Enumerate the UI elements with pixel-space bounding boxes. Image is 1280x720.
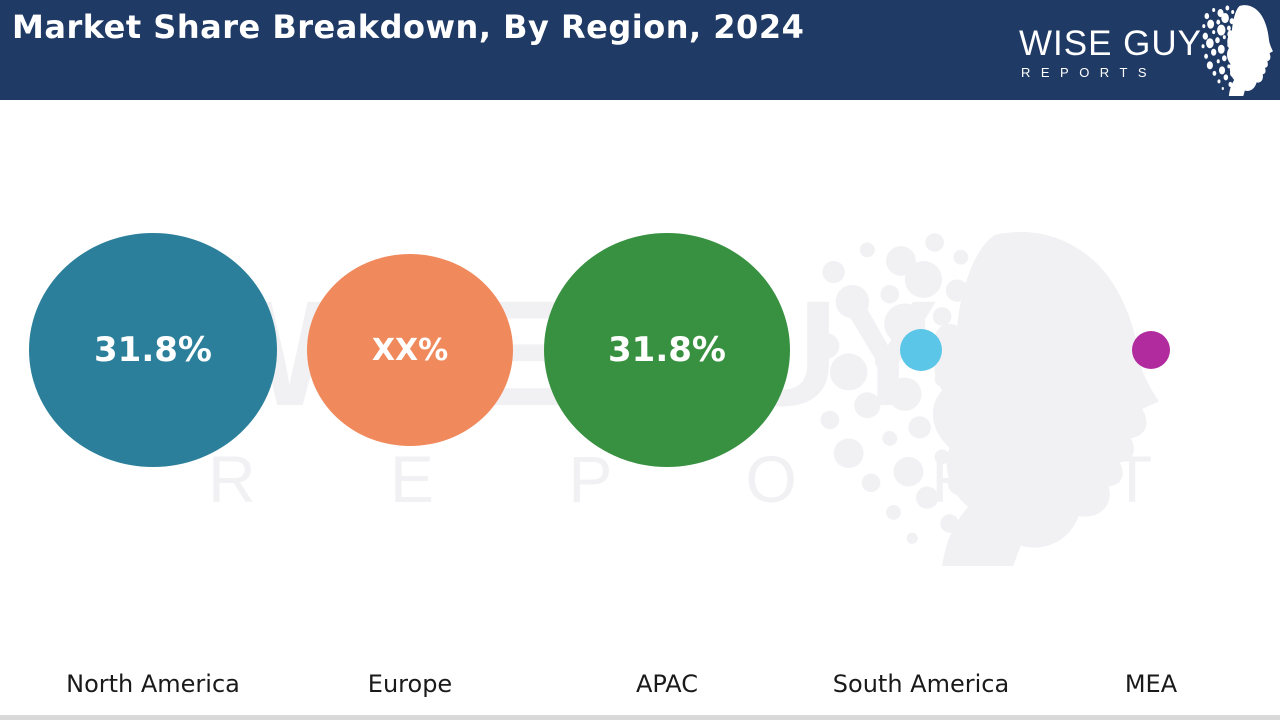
- page-title: Market Share Breakdown, By Region, 2024: [12, 8, 805, 46]
- bubble-apac: 31.8%: [544, 233, 790, 467]
- bubble-value-europe: XX%: [371, 332, 449, 368]
- logo-wordmark-line2: REPORTS: [1020, 65, 1158, 80]
- region-label-europe: Europe: [367, 670, 453, 698]
- app-header: Market Share Breakdown, By Region, 2024 …: [0, 0, 1280, 100]
- bottom-strip: [0, 715, 1280, 720]
- logo-wordmark: WISE GUY REPORTS: [1019, 26, 1202, 80]
- logo-face-icon: [1200, 3, 1276, 96]
- bubble-north-america: 31.8%: [29, 233, 277, 467]
- bubble-south-america: [900, 329, 942, 371]
- bubble-value-north-america: 31.8%: [94, 330, 212, 370]
- region-label-north-america: North America: [66, 670, 240, 698]
- region-label-south-america: South America: [832, 670, 1010, 698]
- bubble-value-apac: 31.8%: [608, 330, 726, 370]
- region-label-apac: APAC: [635, 670, 699, 698]
- bubble-mea: [1132, 331, 1170, 369]
- bubble-europe: XX%: [307, 254, 513, 446]
- region-label-mea: MEA: [1124, 670, 1178, 698]
- brand-logo: WISE GUY REPORTS: [1019, 0, 1280, 100]
- logo-wordmark-line1: WISE GUY: [1018, 24, 1202, 63]
